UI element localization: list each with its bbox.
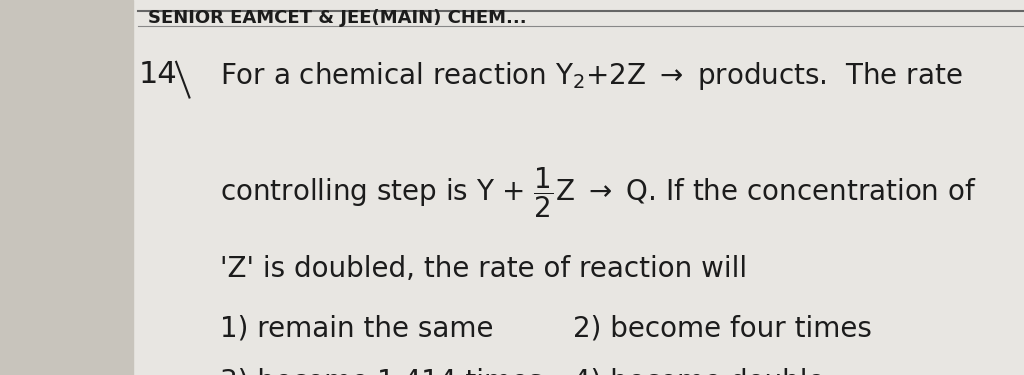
Text: 1) remain the same: 1) remain the same [220,315,494,343]
Text: 4) become double: 4) become double [573,368,825,375]
Bar [0,0,133,375]
Text: controlling step is Y + $\dfrac{1}{2}$Z $\rightarrow$ Q. If the concentration of: controlling step is Y + $\dfrac{1}{2}$Z … [220,165,977,220]
Text: 2) become four times: 2) become four times [573,315,872,343]
Text: 3) become 1.414 times: 3) become 1.414 times [220,368,543,375]
Text: SENIOR EAMCET & JEE(MAIN) CHEM...: SENIOR EAMCET & JEE(MAIN) CHEM... [148,9,527,27]
Text: For a chemical reaction $\mathrm{Y_2}$+2Z $\rightarrow$ products.  The rate: For a chemical reaction $\mathrm{Y_2}$+2… [220,60,963,92]
Text: 'Z' is doubled, the rate of reaction will: 'Z' is doubled, the rate of reaction wil… [220,255,748,283]
Text: 14: 14 [138,60,177,89]
